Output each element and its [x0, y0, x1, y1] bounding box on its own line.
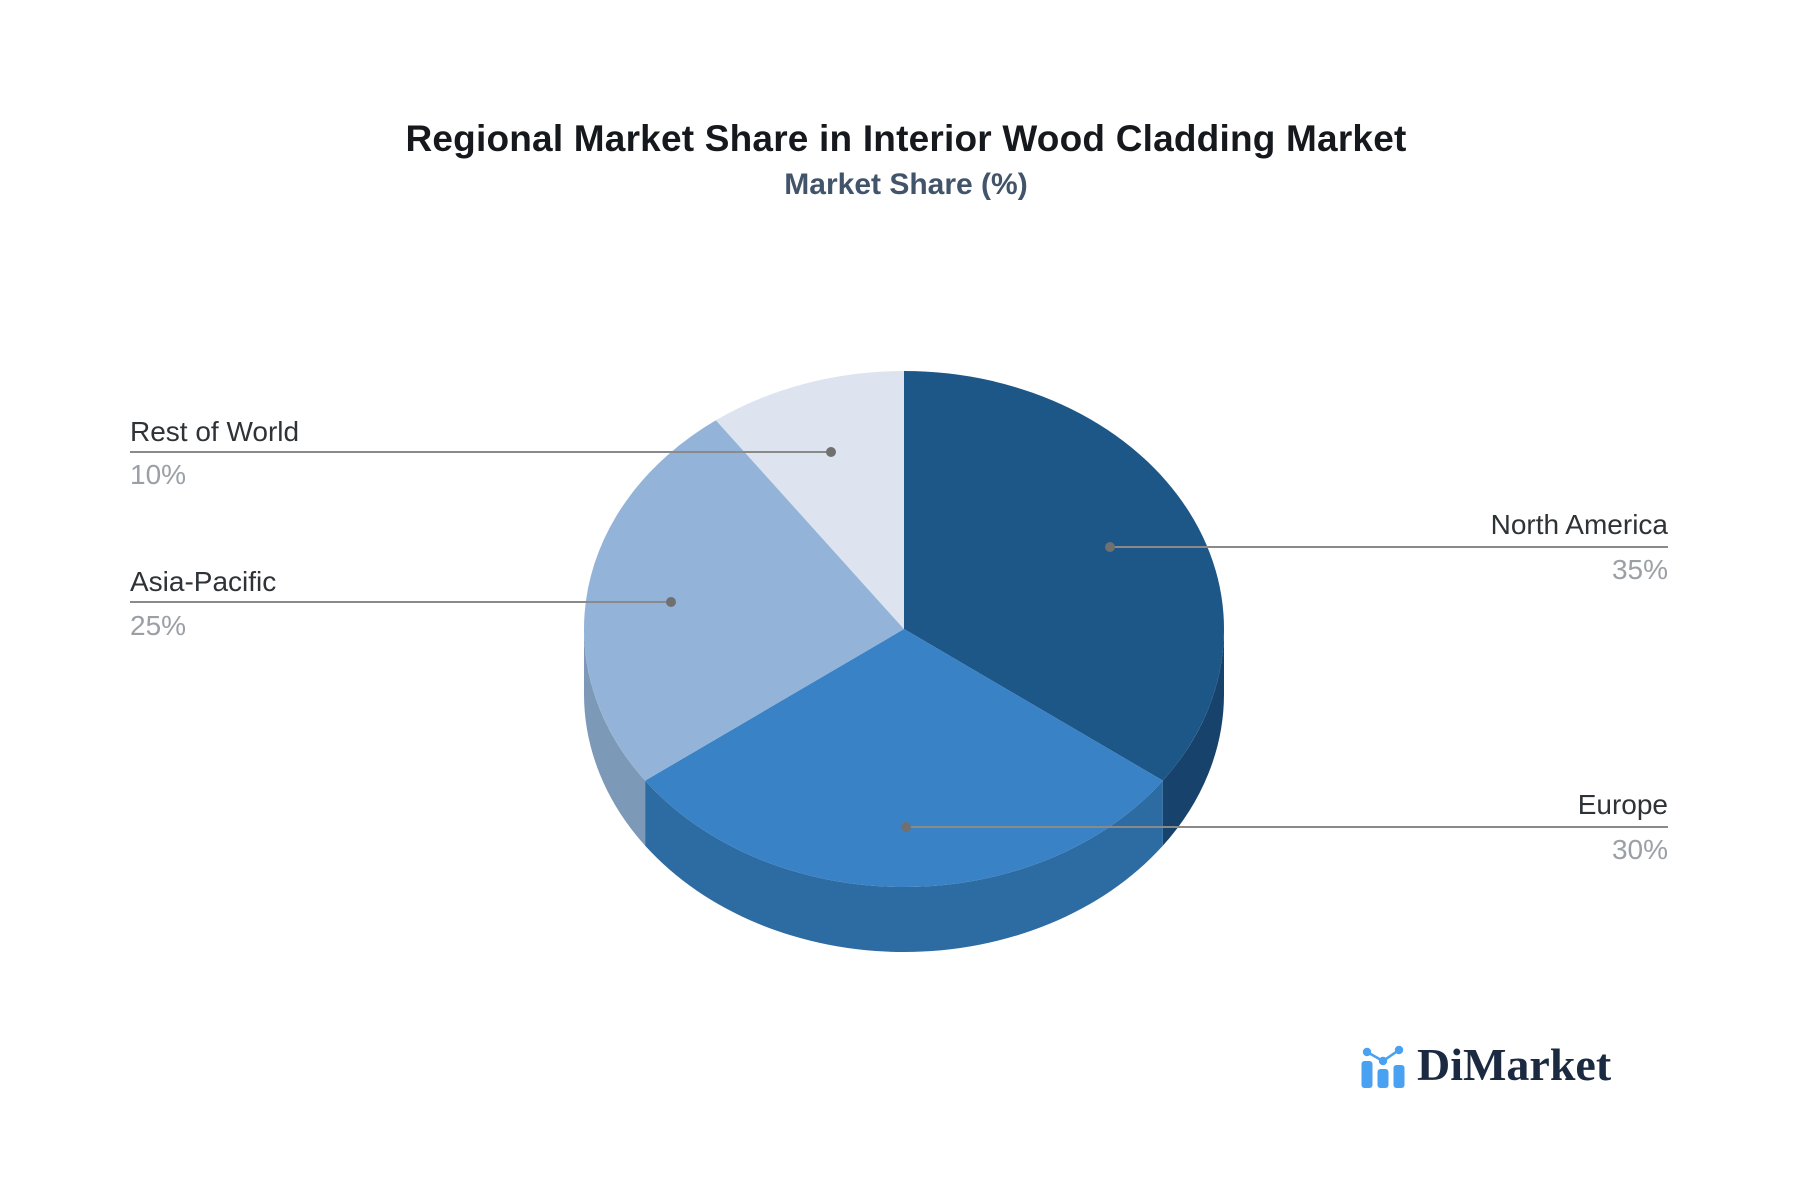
pie-slice-side-europe: [645, 780, 1163, 953]
value-north-america: 35%: [1611, 554, 1668, 585]
value-asia-pacific: 25%: [130, 610, 187, 641]
pie-slice-side-north-america: [1162, 629, 1224, 846]
value-rest-of-world: 10%: [130, 459, 187, 490]
callout-dot: [826, 447, 836, 457]
value-europe: 30%: [1611, 834, 1668, 865]
label-europe: Europe: [1577, 789, 1668, 820]
pie-slice-north-america[interactable]: [904, 371, 1225, 781]
pie-slice-rest-of-world[interactable]: [715, 371, 904, 629]
chart-title: Regional Market Share in Interior Wood C…: [405, 118, 1407, 159]
brand-logo-text: DiMarket: [1417, 1039, 1612, 1090]
label-rest-of-world: Rest of World: [130, 416, 300, 447]
pie-slice-side-asia-pacific: [584, 629, 646, 846]
chart-subtitle: Market Share (%): [784, 168, 1028, 201]
brand-logo-icon: [1361, 1045, 1405, 1088]
label-asia-pacific: Asia-Pacific: [130, 566, 277, 597]
callout-dot: [666, 597, 676, 607]
label-north-america: North America: [1490, 509, 1668, 540]
callout-dot: [1105, 542, 1115, 552]
brand-logo: DiMarket: [1360, 1038, 1611, 1088]
callout-dot: [901, 822, 911, 832]
pie-slice-asia-pacific[interactable]: [583, 420, 904, 781]
pie-slice-europe[interactable]: [645, 629, 1163, 888]
